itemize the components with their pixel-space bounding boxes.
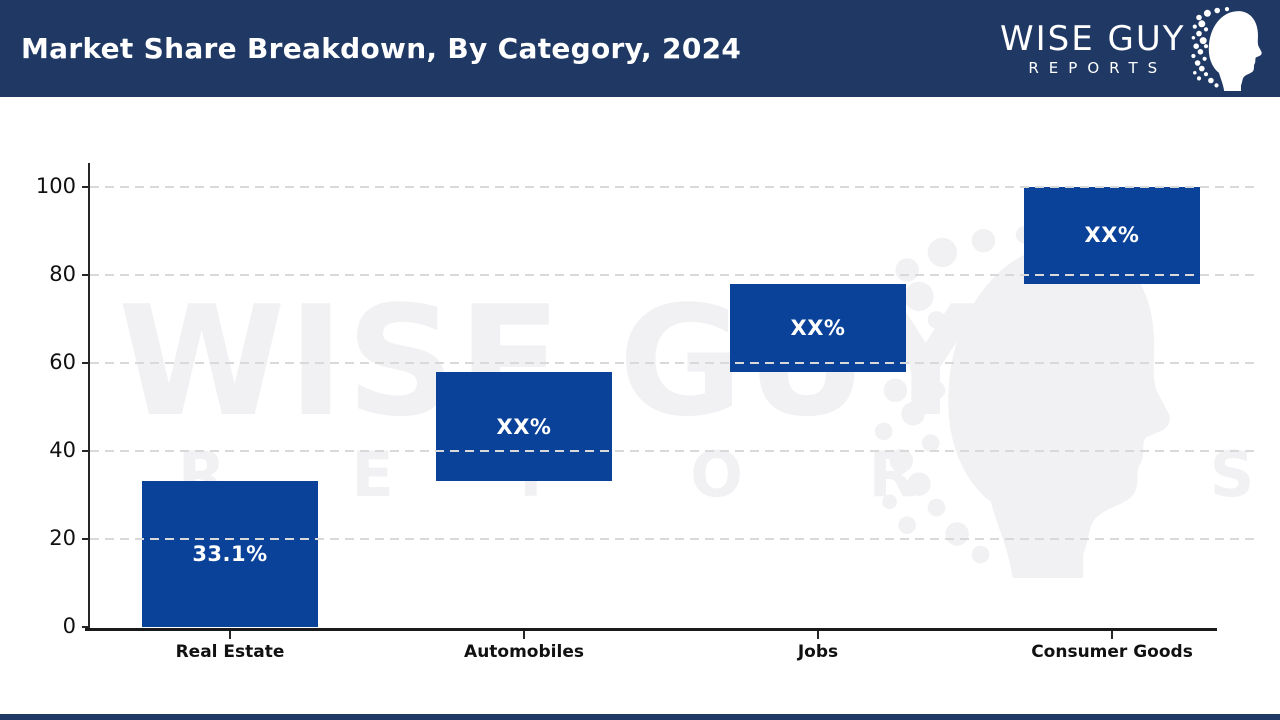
gridline-y-20 [90,538,1255,540]
x-tick-label-real-estate: Real Estate [175,642,285,662]
y-tick-label: 20 [49,526,76,550]
brand-logo-text: WISE GUY REPORTS [1000,21,1186,77]
y-tick-label: 60 [49,350,76,374]
y-tick-label: 100 [35,174,76,198]
y-tick-label: 80 [49,262,76,286]
y-tick-mark [82,450,90,452]
x-tick-label-automobiles: Automobiles [464,642,584,662]
x-tick-mark [523,631,525,639]
footer-bar [0,714,1280,720]
y-tick-mark [82,186,90,188]
brand-name: WISE GUY [1000,19,1186,59]
bar-value-label: XX% [1084,223,1140,248]
y-tick-mark [82,362,90,364]
y-tick-mark [82,626,90,628]
y-tick-label: 0 [62,614,76,638]
bar-value-label: XX% [790,315,846,340]
x-axis-line [85,628,1217,631]
bar-value-label: 33.1% [192,542,268,567]
gridline-y-60 [90,362,1255,364]
brand-subname: REPORTS [1028,59,1168,77]
bar-consumer-goods: XX% [1024,187,1200,284]
gridline-y-80 [90,274,1255,276]
gridline-y-100 [90,186,1255,188]
bar-value-label: XX% [496,414,552,439]
bar-jobs: XX% [730,283,906,372]
x-tick-label-jobs: Jobs [797,642,839,662]
y-tick-mark [82,274,90,276]
x-tick-mark [229,631,231,639]
bar-automobiles: XX% [436,371,612,482]
page-title: Market Share Breakdown, By Category, 202… [21,32,742,65]
y-axis-spine [88,163,90,630]
y-tick-mark [82,538,90,540]
brand-face-icon [1190,7,1262,91]
brand-logo: WISE GUY REPORTS [1000,6,1268,92]
bar-real-estate: 33.1% [142,481,318,627]
y-tick-label: 40 [49,438,76,462]
x-tick-mark [1111,631,1113,639]
header-band: Market Share Breakdown, By Category, 202… [0,0,1280,97]
gridline-y-40 [90,450,1255,452]
x-tick-mark [817,631,819,639]
x-tick-label-consumer-goods: Consumer Goods [1031,642,1193,662]
